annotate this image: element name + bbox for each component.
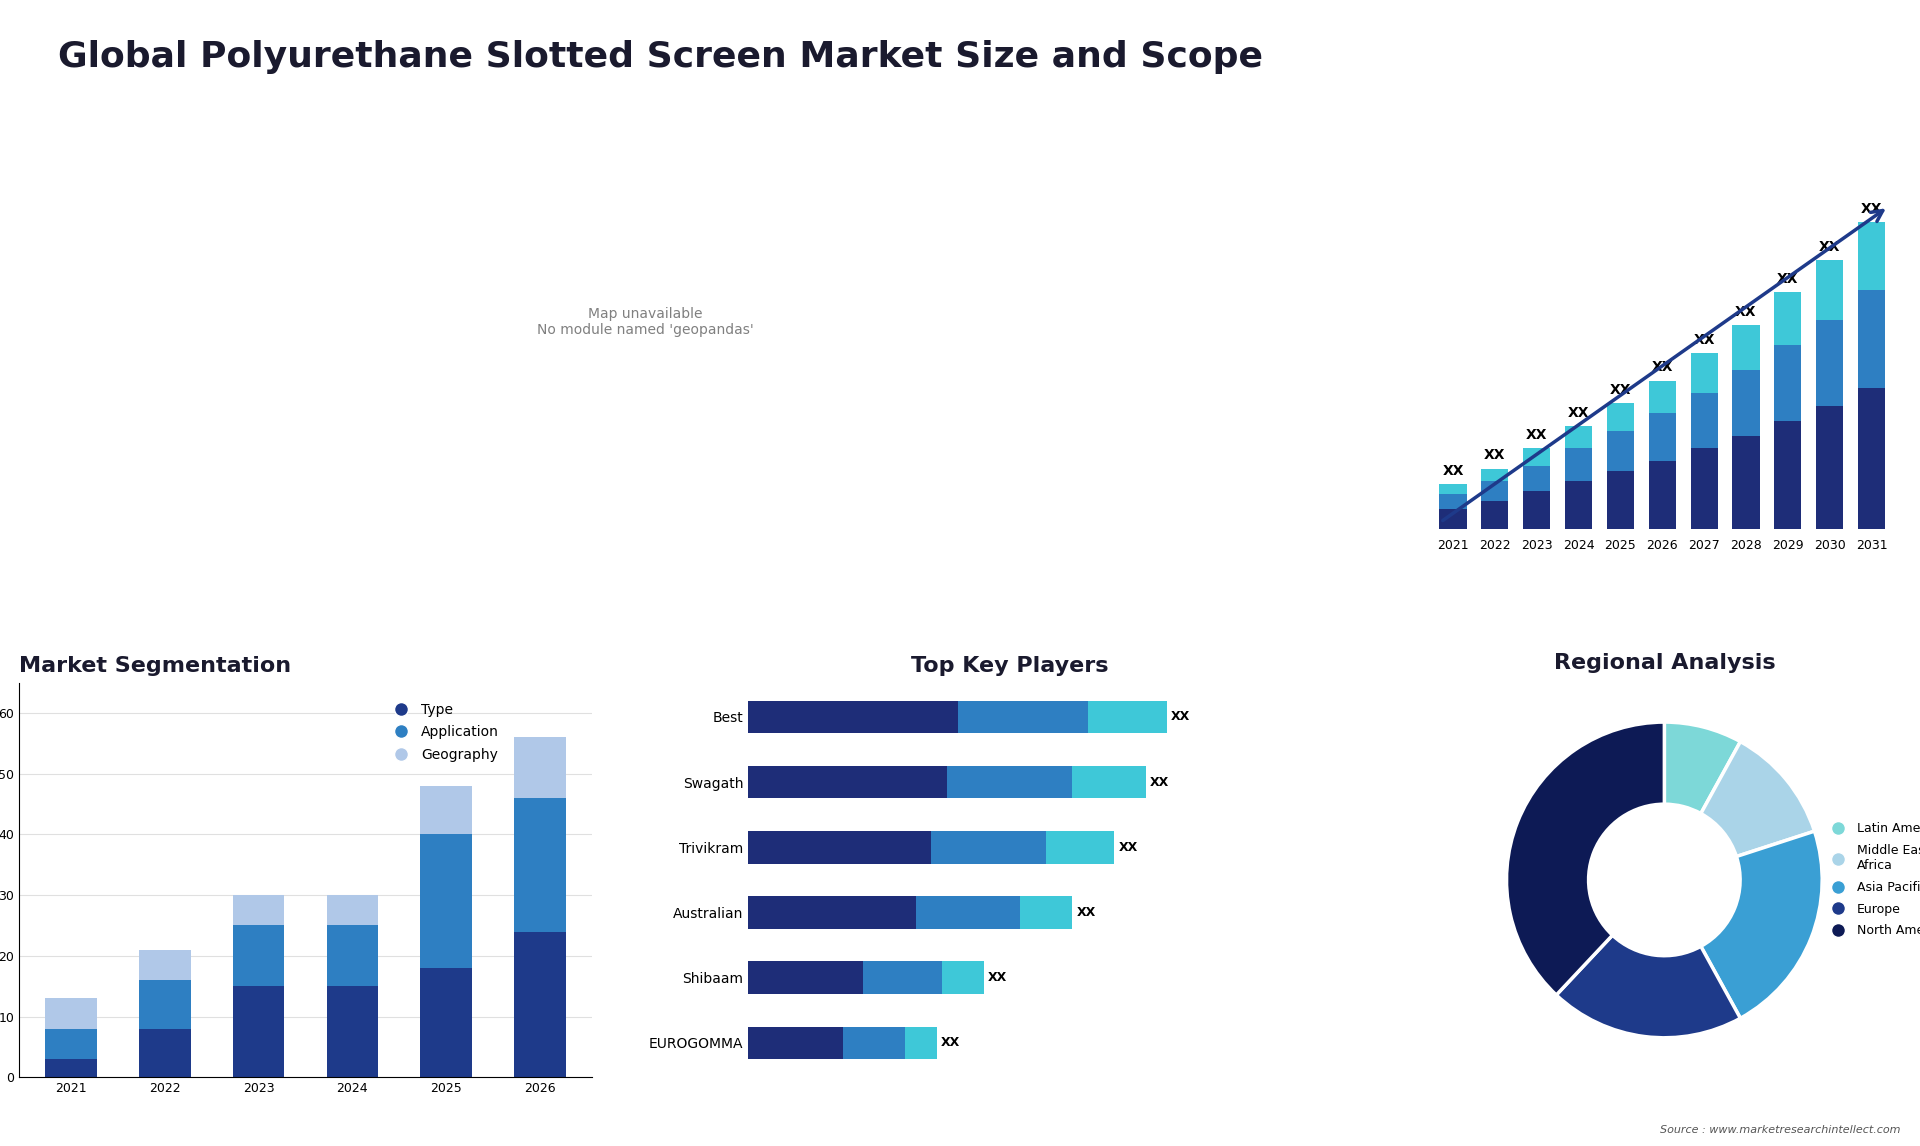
Bar [1480,501,1509,529]
Bar [1859,290,1885,388]
Text: XX: XX [941,1036,960,1050]
Bar [1649,461,1676,529]
Bar [1523,466,1549,492]
Bar [843,1027,904,1059]
Text: Source : www.marketresearchintellect.com: Source : www.marketresearchintellect.com [1661,1124,1901,1135]
Bar [1690,353,1718,393]
Text: XX: XX [1526,429,1548,442]
Bar [326,987,378,1077]
Bar [1816,260,1843,320]
Text: Market Segmentation: Market Segmentation [19,656,292,675]
Bar [1480,481,1509,501]
Bar [1774,292,1801,345]
Text: XX: XX [1693,332,1715,347]
Bar [1607,471,1634,529]
Bar [46,998,96,1029]
Bar [46,1059,96,1077]
Bar [1690,448,1718,529]
Bar [943,961,983,994]
Bar [1859,388,1885,529]
Bar [515,737,566,798]
Bar [1607,403,1634,431]
Bar [1565,448,1592,481]
Bar [138,950,190,980]
Bar [749,1027,843,1059]
Wedge shape [1701,831,1822,1019]
Bar [420,786,472,834]
Bar [1774,421,1801,529]
Bar [749,700,958,733]
Text: XX: XX [1860,202,1882,215]
Bar [947,766,1073,799]
Text: XX: XX [987,972,1008,984]
Text: XX: XX [1442,463,1463,478]
Bar [1523,448,1549,466]
Bar [420,968,472,1077]
Bar [232,926,284,987]
Bar [931,831,1046,864]
Text: XX: XX [1484,448,1505,463]
Bar [1732,435,1759,529]
Bar [420,834,472,968]
Text: XX: XX [1818,240,1841,253]
Bar [749,766,947,799]
Bar [916,896,1020,929]
Bar [326,926,378,987]
Bar [326,895,378,926]
Bar [1523,492,1549,529]
Legend: Latin America, Middle East &
Africa, Asia Pacific, Europe, North America: Latin America, Middle East & Africa, Asi… [1820,817,1920,942]
Bar [1440,484,1467,494]
Wedge shape [1557,935,1740,1038]
Bar [904,1027,937,1059]
Bar [232,895,284,926]
Title: Top Key Players: Top Key Players [910,656,1108,675]
Bar [1816,320,1843,406]
Bar [1020,896,1073,929]
Text: XX: XX [1119,841,1139,854]
Text: XX: XX [1077,906,1096,919]
Bar [1046,831,1114,864]
Wedge shape [1507,722,1665,995]
Bar [1089,700,1167,733]
Wedge shape [1701,741,1814,856]
Bar [749,896,916,929]
Bar [138,1029,190,1077]
Bar [864,961,943,994]
Bar [1732,370,1759,435]
Bar [138,980,190,1029]
Bar [1774,345,1801,421]
Bar [1565,481,1592,529]
Text: XX: XX [1736,305,1757,319]
Text: XX: XX [1150,776,1169,788]
Title: Regional Analysis: Regional Analysis [1553,653,1776,673]
Text: XX: XX [1171,711,1190,723]
Bar [1649,414,1676,461]
Bar [1649,380,1676,414]
Legend: Type, Application, Geography: Type, Application, Geography [380,698,505,768]
Text: Map unavailable
No module named 'geopandas': Map unavailable No module named 'geopand… [538,307,753,337]
Bar [749,831,931,864]
Bar [232,987,284,1077]
Text: XX: XX [1778,273,1799,286]
Bar [1690,393,1718,448]
Bar [1859,222,1885,290]
Text: XX: XX [1651,360,1672,375]
Wedge shape [1665,722,1740,814]
Bar [1732,325,1759,370]
Bar [46,1029,96,1059]
Bar [1816,406,1843,529]
Bar [515,798,566,932]
Bar [1073,766,1146,799]
Text: Global Polyurethane Slotted Screen Market Size and Scope: Global Polyurethane Slotted Screen Marke… [58,40,1263,74]
Bar [1480,469,1509,481]
Bar [515,932,566,1077]
Text: XX: XX [1609,383,1632,397]
Bar [1607,431,1634,471]
Text: XX: XX [1569,406,1590,419]
Bar [1440,494,1467,509]
Bar [958,700,1089,733]
Bar [749,961,864,994]
Bar [1565,426,1592,448]
Bar [1440,509,1467,529]
